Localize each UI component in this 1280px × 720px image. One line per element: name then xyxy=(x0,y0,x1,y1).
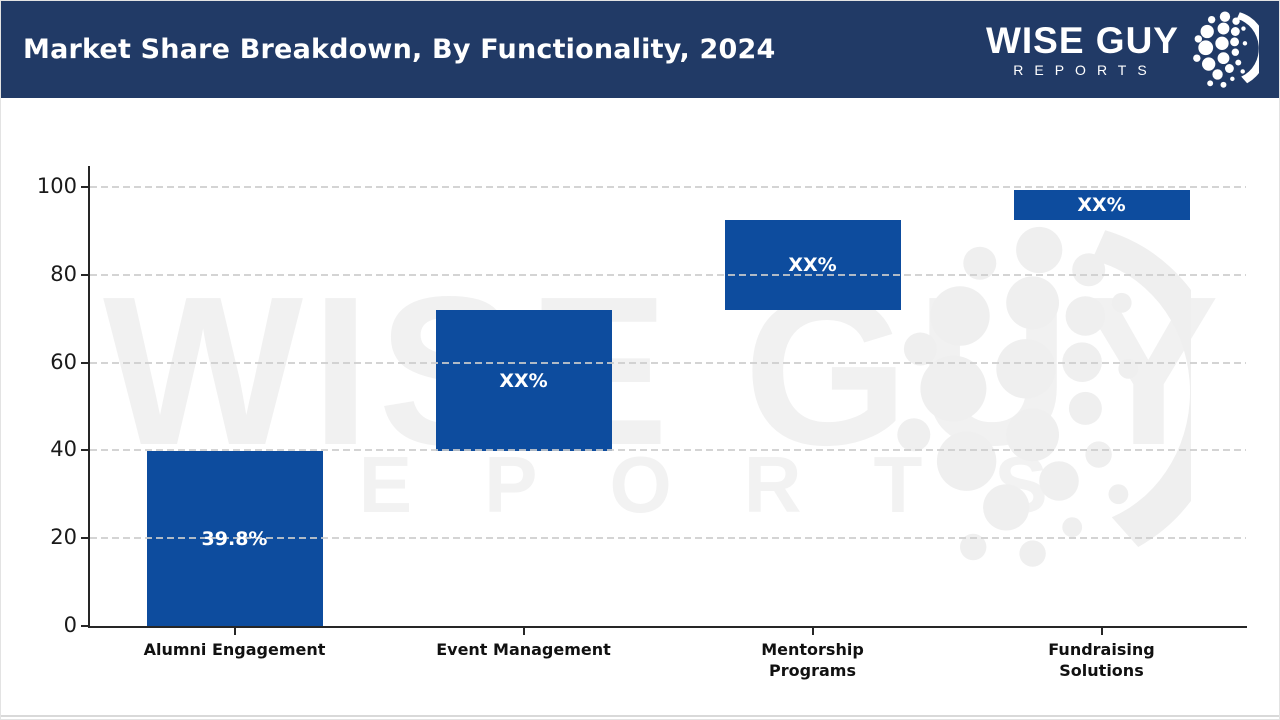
y-tick-label: 20 xyxy=(50,525,77,550)
y-axis-line xyxy=(88,166,90,628)
logo-wordmark: WISE GUY REPORTS xyxy=(986,22,1179,78)
bar-value-label: 39.8% xyxy=(201,527,268,550)
bar-3 xyxy=(724,220,901,310)
x-axis-tick xyxy=(1100,628,1103,635)
y-tick-label: 80 xyxy=(50,261,77,286)
bar-value-label: XX% xyxy=(1077,193,1126,216)
y-axis-tick xyxy=(81,186,88,188)
y-tick-label: 60 xyxy=(50,349,77,374)
gridline xyxy=(90,273,1246,276)
bar-value-label: XX% xyxy=(499,369,548,392)
category-label-line: Alumni Engagement xyxy=(143,640,326,659)
category-label: Fundraising Solutions xyxy=(987,640,1217,682)
plot-area: 39.8% XX% XX% XX% xyxy=(90,166,1246,626)
logo-subtitle: REPORTS xyxy=(1013,61,1158,78)
bar-2 xyxy=(435,309,612,452)
y-axis-tick xyxy=(81,537,88,540)
logo-head-icon xyxy=(1193,11,1259,88)
header: Market Share Breakdown, By Functionality… xyxy=(1,1,1279,98)
wise-guy-logo: WISE GUY REPORTS xyxy=(986,7,1259,93)
y-axis-tick xyxy=(81,361,88,364)
y-axis-tick xyxy=(81,449,88,452)
category-label: Event Management xyxy=(409,640,639,661)
x-axis-tick xyxy=(522,628,525,635)
x-axis-tick xyxy=(811,628,814,635)
footer-divider xyxy=(1,715,1279,717)
gridline xyxy=(90,361,1246,364)
watermark-subtitle: REPORTS xyxy=(229,440,1120,529)
gridline xyxy=(90,537,1246,540)
bar-4 xyxy=(1013,189,1190,221)
category-label: Mentorship Programs xyxy=(698,640,928,682)
logo-title: WISE GUY xyxy=(985,19,1179,61)
gridline xyxy=(90,449,1246,452)
y-axis-tick xyxy=(81,273,88,276)
page-title: Market Share Breakdown, By Functionality… xyxy=(23,34,776,65)
y-tick-label: 100 xyxy=(36,174,77,198)
category-label-line: Solutions xyxy=(1059,660,1144,680)
x-axis-line xyxy=(88,626,1247,628)
y-tick-label: 0 xyxy=(63,613,77,637)
category-label-line: Event Management xyxy=(436,640,611,659)
y-axis-tick xyxy=(81,625,88,627)
category-label-line: Programs xyxy=(769,660,856,680)
x-axis-tick xyxy=(233,628,236,635)
category-label-line: Fundraising xyxy=(1048,640,1155,659)
category-label: Alumni Engagement xyxy=(120,640,350,661)
gridline xyxy=(90,186,1246,188)
watermark-head-icon xyxy=(897,226,1191,567)
y-tick-label: 40 xyxy=(50,437,77,462)
category-label-line: Mentorship xyxy=(761,640,864,659)
bar-value-label: XX% xyxy=(788,254,837,277)
